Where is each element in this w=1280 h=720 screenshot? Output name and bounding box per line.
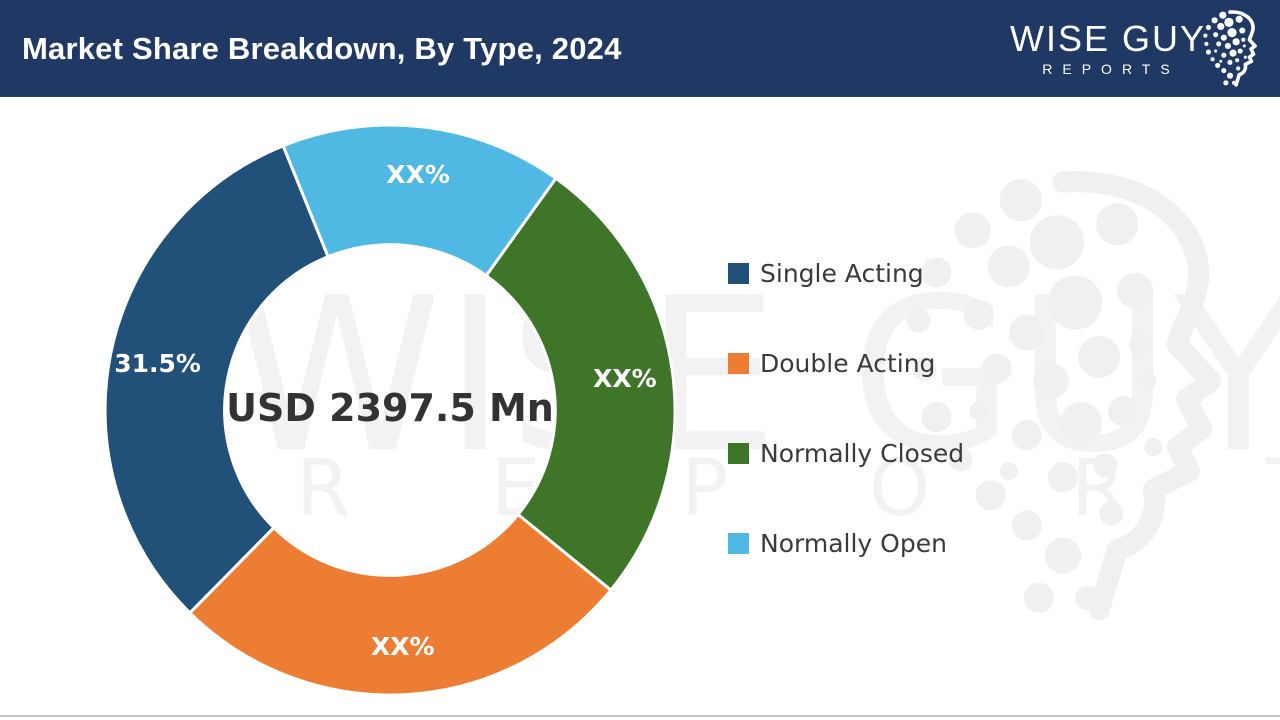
legend-item-normally-closed[interactable]: Normally Closed [728,408,964,498]
brand-name: WISE GUY [1009,17,1206,59]
page-title: Market Share Breakdown, By Type, 2024 [22,30,622,66]
chart-legend: Single Acting Double Acting Normally Close… [728,228,964,588]
donut-slice-single-acting[interactable] [103,144,330,615]
header-bar: Market Share Breakdown, By Type, 2024 WI… [0,0,1280,97]
legend-item-normally-open[interactable]: Normally Open [728,498,964,588]
legend-swatch [728,442,749,464]
donut-center-value: USD 2397.5 Mn [226,386,554,430]
brand-logo-text: WISE GUY REPORTS [1009,17,1206,77]
legend-label: Single Acting [760,258,924,288]
legend-label: Normally Closed [760,438,965,468]
brand-subtitle: REPORTS [1042,60,1180,77]
legend-label: Normally Open [760,528,947,558]
legend-item-single-acting[interactable]: Single Acting [728,228,964,318]
brand-logo: WISE GUY REPORTS [1010,8,1262,90]
legend-swatch [728,352,749,374]
legend-item-double-acting[interactable]: Double Acting [728,318,964,408]
donut-slice-normally-closed[interactable] [484,176,677,592]
donut-slice-double-acting[interactable] [188,513,613,697]
donut-slice-normally-open[interactable] [281,123,558,278]
legend-swatch [728,532,749,554]
legend-swatch [728,262,749,284]
legend-label: Double Acting [760,348,936,378]
bottom-divider [0,715,1280,717]
brand-face-icon [1201,9,1257,87]
